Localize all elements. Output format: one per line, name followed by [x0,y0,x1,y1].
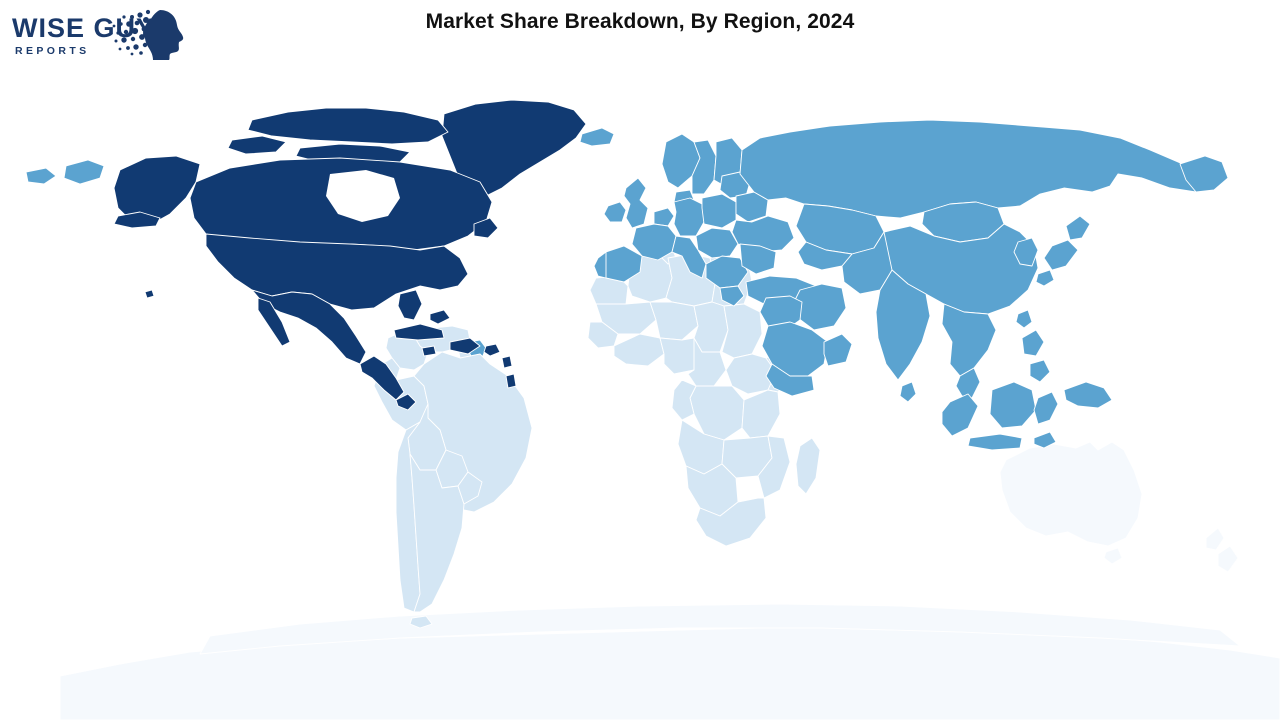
region-antarctica [59,603,1280,720]
region-asia-pacific [25,119,1229,451]
world-choropleth-map [0,46,1280,720]
region-north-america [113,99,587,411]
dotted-head-icon [112,9,184,60]
page-title: Market Share Breakdown, By Region, 2024 [425,10,855,33]
region-middle-east [759,283,853,397]
logo-wordmark-line2: REPORTS [15,45,90,57]
region-oceania [999,381,1239,573]
wise-guy-reports-logo: WISE GUY REPORTS [8,4,188,62]
region-south-america [373,325,533,629]
region-europe [579,127,817,309]
